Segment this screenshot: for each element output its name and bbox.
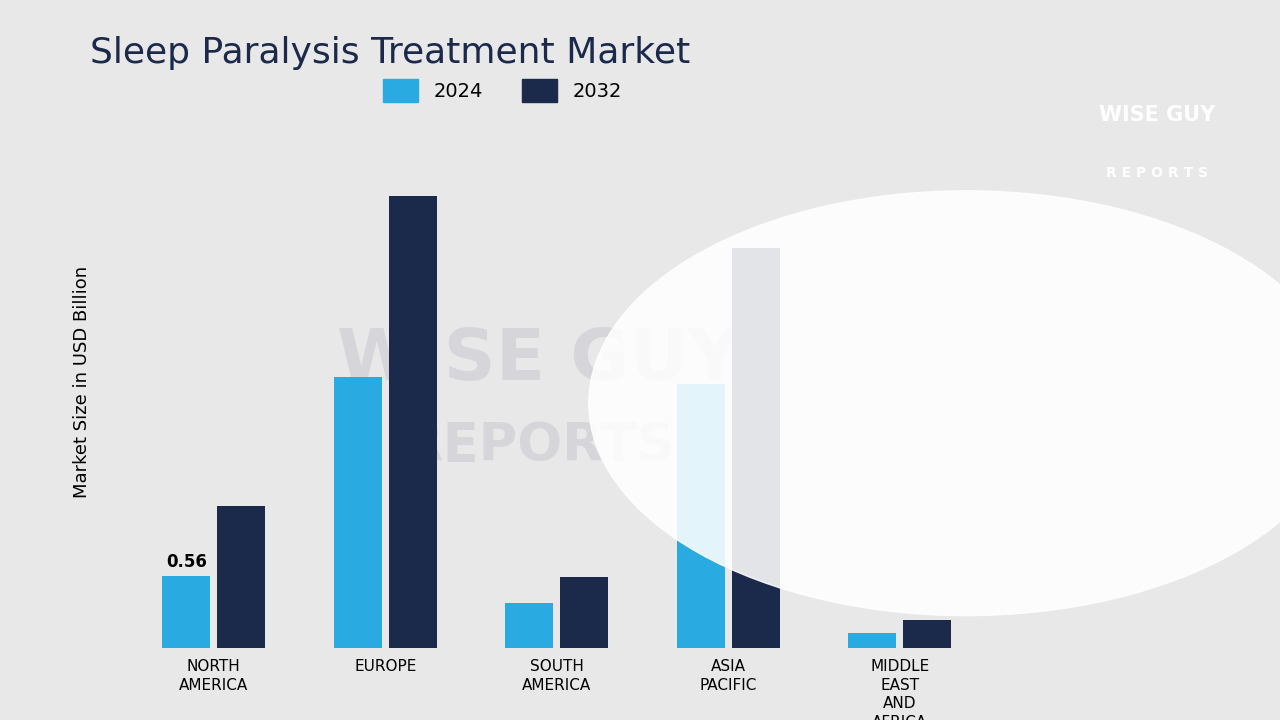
Bar bbox=[561, 577, 608, 648]
Text: R E P O R T S: R E P O R T S bbox=[1106, 166, 1208, 180]
Legend: 2024, 2032: 2024, 2032 bbox=[375, 72, 630, 109]
Text: WISE GUY: WISE GUY bbox=[337, 325, 740, 395]
Bar bbox=[677, 384, 724, 648]
Bar bbox=[334, 377, 381, 648]
Text: Sleep Paralysis Treatment Market: Sleep Paralysis Treatment Market bbox=[90, 36, 690, 70]
Bar bbox=[163, 576, 210, 648]
Bar bbox=[506, 603, 553, 648]
Text: WISE GUY: WISE GUY bbox=[1098, 105, 1215, 125]
Y-axis label: Market Size in USD Billion: Market Size in USD Billion bbox=[73, 266, 91, 498]
Bar bbox=[849, 632, 896, 648]
Bar bbox=[904, 620, 951, 648]
Bar bbox=[732, 248, 780, 648]
Bar bbox=[389, 197, 436, 648]
Text: 0.56: 0.56 bbox=[166, 552, 207, 570]
Text: REPORTS: REPORTS bbox=[402, 420, 675, 472]
Bar bbox=[218, 506, 265, 648]
